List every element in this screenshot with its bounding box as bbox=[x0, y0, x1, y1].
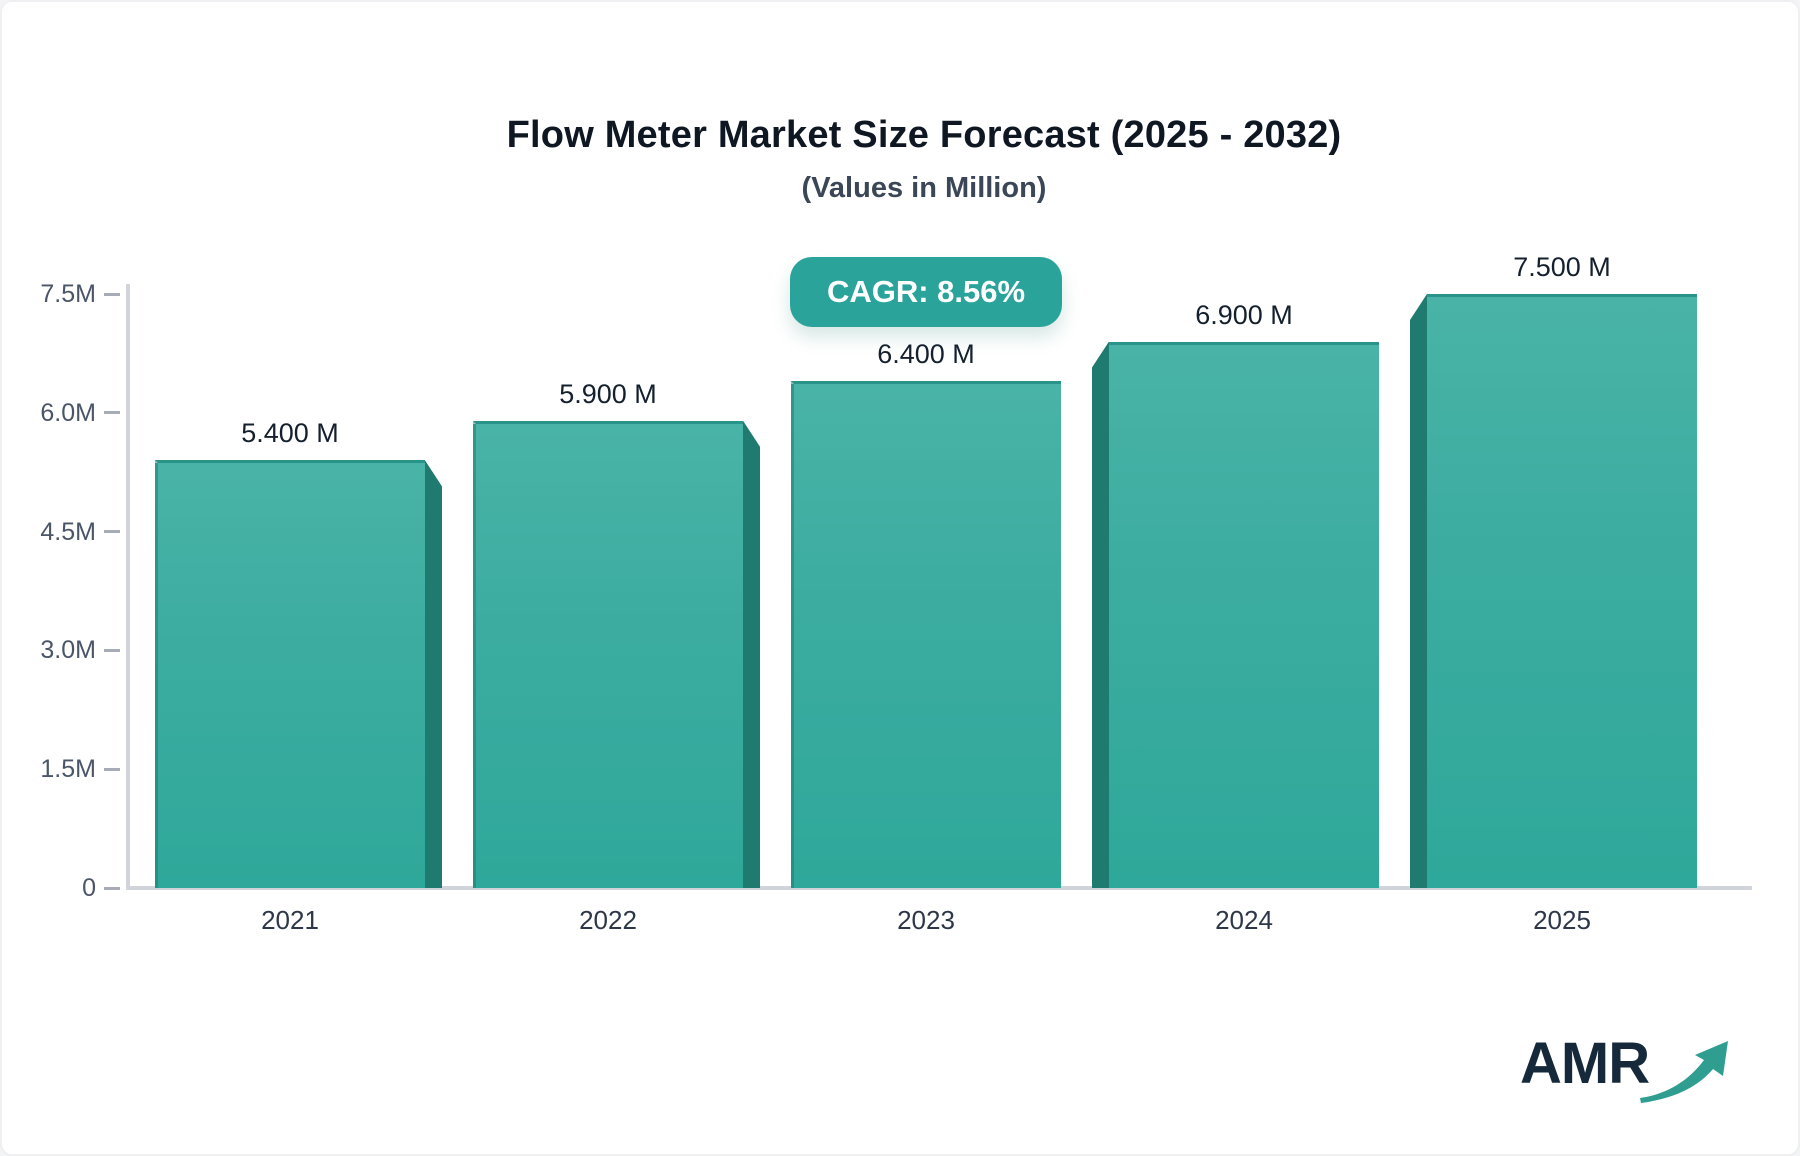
chart-title: Flow Meter Market Size Forecast (2025 - … bbox=[506, 114, 1342, 156]
y-tick-label: 7.5M bbox=[40, 280, 96, 308]
bar-3d-side bbox=[1410, 294, 1427, 888]
bar-face bbox=[1109, 341, 1379, 888]
amr-logo: AMR bbox=[1520, 1032, 1760, 1116]
y-tick-mark bbox=[104, 292, 120, 296]
y-tick-label: 6.0M bbox=[40, 398, 96, 427]
bar-face bbox=[791, 381, 1061, 888]
bar-3d-side bbox=[425, 460, 442, 888]
y-tick-mark bbox=[104, 767, 120, 771]
x-tick-label: 2025 bbox=[1533, 905, 1591, 935]
x-tick-label: 2024 bbox=[1215, 905, 1273, 935]
y-tick-label: 4.5M bbox=[40, 517, 96, 546]
bar-face bbox=[155, 460, 425, 888]
amr-logo-text: AMR bbox=[1520, 1031, 1650, 1096]
y-tick-mark bbox=[104, 886, 120, 890]
bar-face bbox=[1427, 294, 1697, 888]
bar-value-label: 6.400 M bbox=[877, 339, 975, 370]
bar-value-label: 7.500 M bbox=[1513, 252, 1611, 282]
x-axis-line bbox=[126, 886, 1752, 890]
bar-2022[interactable] bbox=[473, 420, 760, 888]
bar-value-label: 5.900 M bbox=[559, 378, 657, 409]
bar-3d-side bbox=[743, 420, 760, 888]
bar-2023[interactable] bbox=[791, 381, 1061, 888]
y-tick-label: 3.0M bbox=[40, 636, 96, 665]
bar-2025[interactable] bbox=[1410, 294, 1697, 888]
y-tick-mark bbox=[104, 648, 120, 652]
bar-2021[interactable] bbox=[155, 460, 442, 888]
bar-value-label: 5.400 M bbox=[241, 418, 339, 449]
x-tick-label: 2022 bbox=[579, 905, 637, 935]
y-tick-label: 0 bbox=[82, 874, 96, 902]
cagr-badge-label: CAGR: 8.56% bbox=[826, 274, 1026, 309]
chart-subtitle: (Values in Million) bbox=[801, 172, 1047, 204]
y-tick-label: 1.5M bbox=[40, 755, 96, 784]
bar-face bbox=[473, 420, 743, 888]
bar-3d-side bbox=[1092, 341, 1109, 888]
growth-arrow-icon bbox=[1640, 1041, 1728, 1103]
bar-value-label: 6.900 M bbox=[1195, 299, 1293, 330]
cagr-badge: CAGR: 8.56% bbox=[790, 257, 1062, 327]
y-tick-mark bbox=[104, 530, 120, 534]
bar-2024[interactable] bbox=[1092, 341, 1379, 888]
x-tick-label: 2021 bbox=[261, 905, 319, 935]
x-tick-label: 2023 bbox=[897, 905, 955, 935]
y-tick-mark bbox=[104, 411, 120, 415]
y-axis-line bbox=[126, 284, 130, 890]
